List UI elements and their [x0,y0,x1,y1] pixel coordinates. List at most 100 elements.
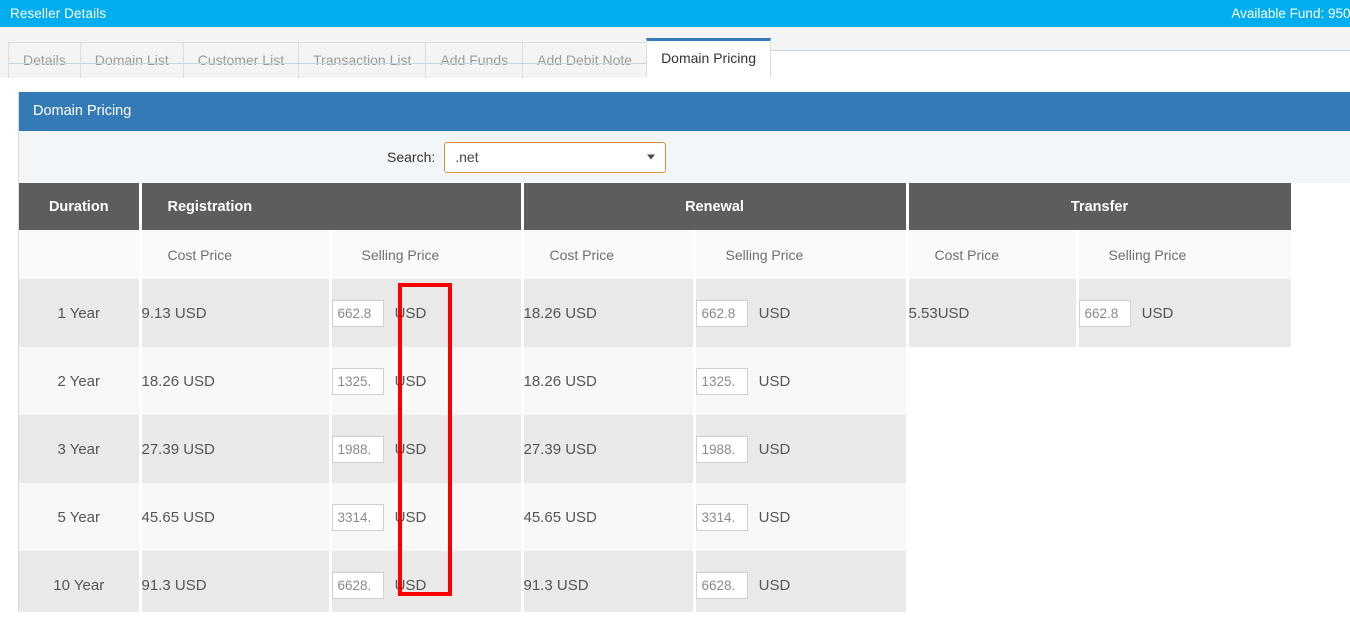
search-label: Search: [387,149,436,165]
cell-transfer-cost [907,483,1077,551]
registration-currency-label: USD [394,372,427,390]
cell-transfer-cost [907,415,1077,483]
sub-header-registration-cost: Cost Price [140,230,332,279]
cell-duration: 3 Year [19,415,142,483]
tab-list: Details Domain List Customer List Transa… [8,38,771,78]
renewal-currency-label: USD [758,440,791,458]
group-header-spacer [1292,183,1350,230]
tab-transaction-list[interactable]: Transaction List [298,42,427,78]
sub-header-duration-blank [19,230,142,279]
cell-registration-selling: 6628. USD [330,551,524,619]
group-header-transfer: Transfer [907,183,1294,230]
cell-renewal-cost: 45.65 USD [522,483,696,551]
cell-registration-selling: 662.8 USD [330,279,524,347]
cell-renewal-cost: 91.3 USD [522,551,696,619]
cell-row-spacer [1292,483,1350,551]
page-bottom-fill [0,612,1350,625]
tab-add-funds[interactable]: Add Funds [425,42,524,78]
cell-renewal-selling: 1988. USD [694,415,909,483]
cell-renewal-selling: 1325. USD [694,347,909,415]
table-row: 2 Year 18.26 USD 1325. USD 18.26 USD 132… [19,347,1350,415]
table-body: 1 Year 9.13 USD 662.8 USD 18.26 USD 662.… [19,279,1350,619]
cell-registration-selling: 1988. USD [330,415,524,483]
sub-header-spacer [1292,230,1350,279]
cell-duration: 10 Year [19,551,142,619]
cell-registration-cost: 9.13 USD [140,279,332,347]
registration-currency-label: USD [394,508,427,526]
tab-pane-top-fill [726,50,1350,78]
panel-heading: Domain Pricing [19,92,1350,131]
cell-renewal-cost: 27.39 USD [522,415,696,483]
renewal-currency-label: USD [758,304,791,322]
cell-renewal-selling: 3314. USD [694,483,909,551]
registration-currency-label: USD [394,576,427,594]
cell-row-spacer [1292,347,1350,415]
cell-registration-cost: 18.26 USD [140,347,332,415]
cell-registration-cost: 27.39 USD [140,415,332,483]
tab-details[interactable]: Details [8,42,81,78]
search-tld-select[interactable]: .net [444,141,667,173]
cell-transfer-selling [1077,483,1293,551]
top-bar: Reseller Details Available Fund: 9500 [0,0,1350,27]
cell-duration: 1 Year [19,279,142,347]
renewal-selling-input[interactable]: 6628. [695,571,748,599]
table-row: 1 Year 9.13 USD 662.8 USD 18.26 USD 662.… [19,279,1350,347]
cell-renewal-selling: 662.8 USD [694,279,909,347]
cell-transfer-cost [907,347,1077,415]
renewal-selling-input[interactable]: 3314. [695,503,748,531]
sub-header-row: Cost Price Selling Price Cost Price Sell… [19,230,1350,279]
table-head: Duration Registration Renewal Transfer C… [19,183,1350,279]
transfer-currency-label: USD [1141,304,1174,322]
tab-domain-list[interactable]: Domain List [79,42,184,78]
renewal-selling-input[interactable]: 1988. [695,435,748,463]
page-title: Reseller Details [10,6,107,21]
sub-header-renewal-selling: Selling Price [694,230,909,279]
cell-transfer-cost [907,551,1077,619]
renewal-currency-label: USD [758,372,791,390]
cell-registration-selling: 3314. USD [330,483,524,551]
registration-selling-input[interactable]: 1988. [331,435,384,463]
renewal-selling-input[interactable]: 662.8 [695,299,748,327]
cell-duration: 5 Year [19,483,142,551]
cell-transfer-selling [1077,415,1293,483]
cell-transfer-cost: 5.53USD [907,279,1079,347]
available-fund-label: Available Fund: 9500 [1231,6,1350,21]
registration-selling-input[interactable]: 6628. [331,571,384,599]
cell-duration: 2 Year [19,347,142,415]
sub-header-transfer-selling: Selling Price [1077,230,1294,279]
domain-pricing-table: Duration Registration Renewal Transfer C… [19,183,1350,619]
cell-row-spacer [1292,415,1350,483]
cell-row-spacer [1292,279,1350,347]
cell-renewal-cost: 18.26 USD [522,347,696,415]
search-tld-selected-value: .net [455,149,479,165]
tab-add-debit-note[interactable]: Add Debit Note [522,42,648,78]
registration-selling-input[interactable]: 662.8 [331,299,384,327]
group-header-renewal: Renewal [522,183,909,230]
cell-transfer-selling [1077,347,1293,415]
cell-registration-selling: 1325. USD [330,347,524,415]
cell-registration-cost: 91.3 USD [140,551,332,619]
registration-selling-input[interactable]: 3314. [331,503,384,531]
table-row: 3 Year 27.39 USD 1988. USD 27.39 USD 198… [19,415,1350,483]
renewal-currency-label: USD [758,508,791,526]
cell-renewal-selling: 6628. USD [694,551,909,619]
group-header-row: Duration Registration Renewal Transfer [19,183,1350,230]
transfer-selling-input[interactable]: 662.8 [1078,299,1131,327]
sub-header-transfer-cost: Cost Price [907,230,1079,279]
group-header-registration: Registration [140,183,524,230]
domain-pricing-panel: Domain Pricing Search: .net [18,92,1350,619]
group-header-duration: Duration [19,183,142,230]
table-row: 10 Year 91.3 USD 6628. USD 91.3 USD 6628… [19,551,1350,619]
registration-selling-input[interactable]: 1325. [331,367,384,395]
cell-row-spacer [1292,551,1350,619]
cell-transfer-selling [1077,551,1293,619]
tab-customer-list[interactable]: Customer List [182,42,300,78]
tab-domain-pricing[interactable]: Domain Pricing [646,38,771,78]
sub-header-renewal-cost: Cost Price [522,230,696,279]
registration-currency-label: USD [394,440,427,458]
cell-renewal-cost: 18.26 USD [522,279,696,347]
renewal-selling-input[interactable]: 1325. [695,367,748,395]
search-row: Search: .net [19,131,1350,183]
table-row: 5 Year 45.65 USD 3314. USD 45.65 USD 331… [19,483,1350,551]
